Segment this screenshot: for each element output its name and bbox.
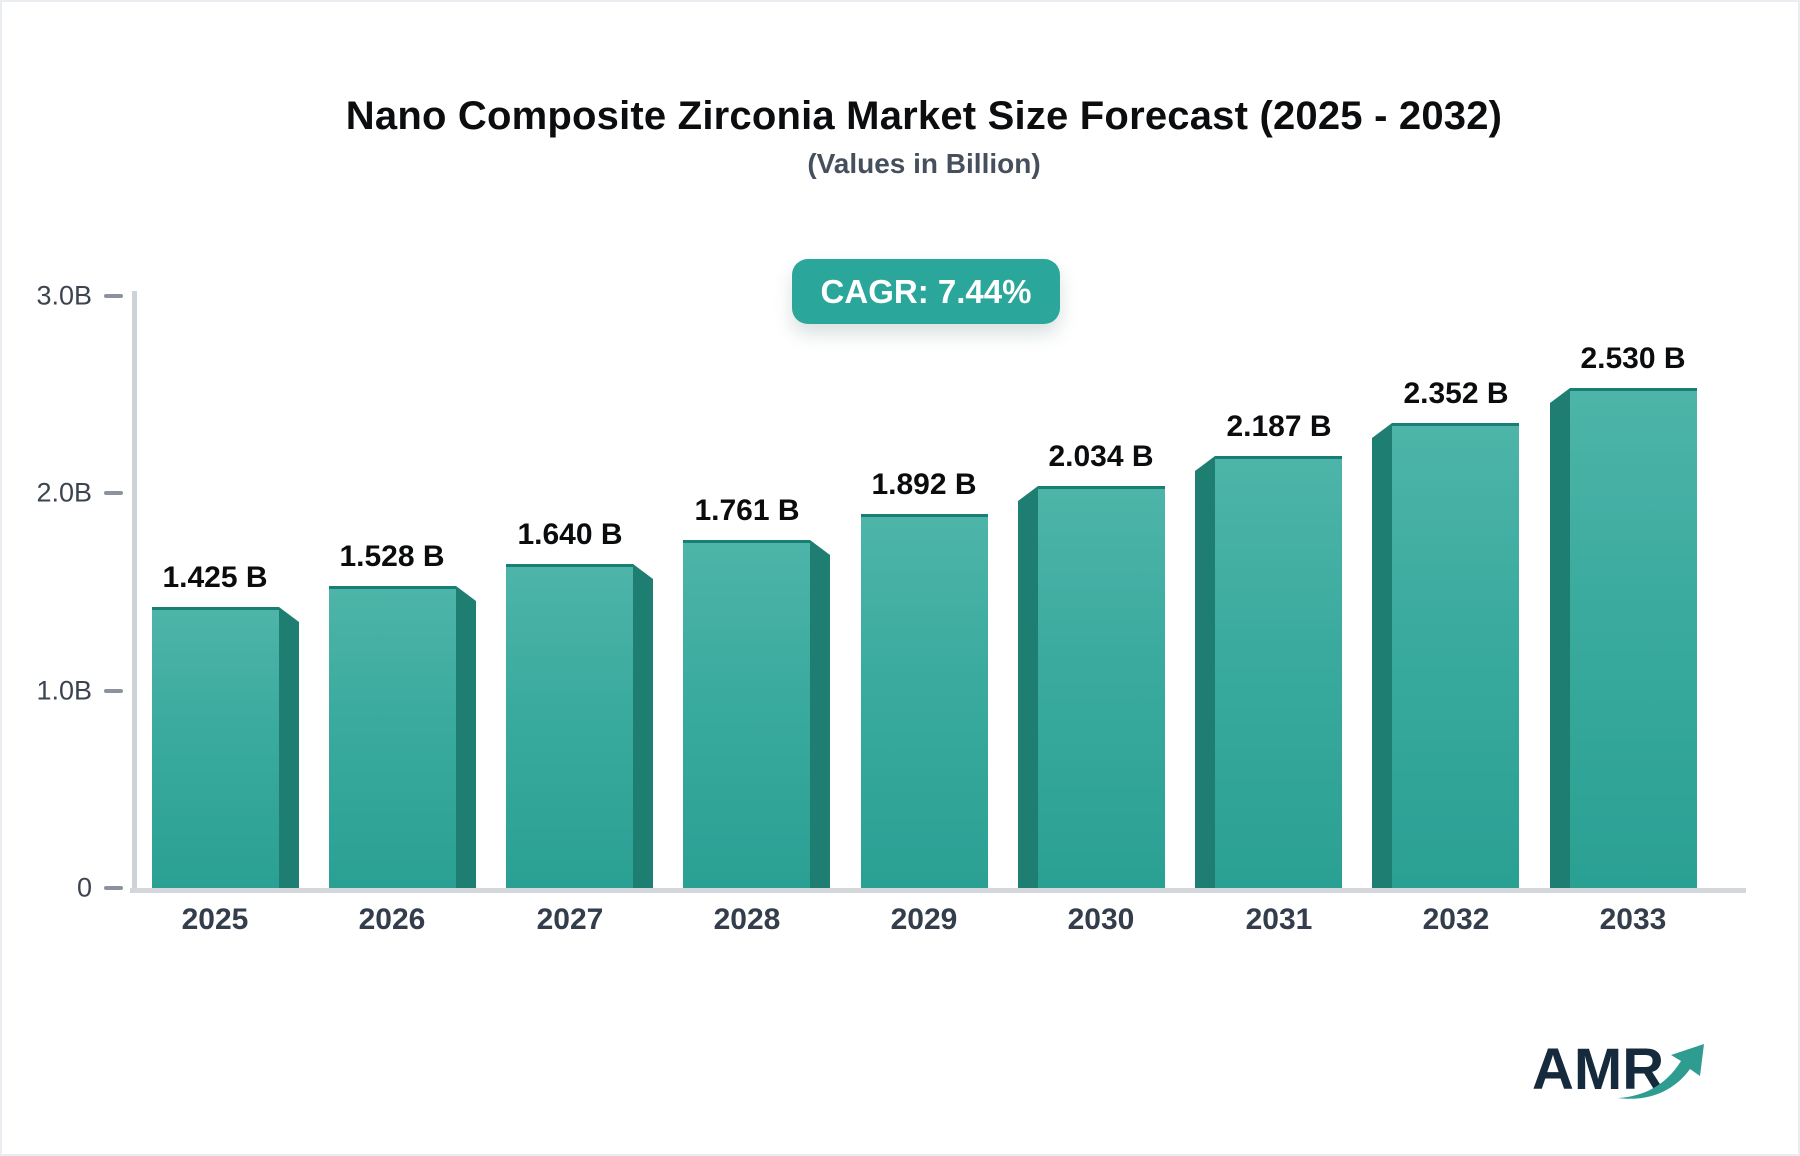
bar-value-label-2033: 2.530 B: [1580, 342, 1686, 375]
bar-2030: [1038, 486, 1165, 888]
bar-value-label-2030: 2.034 B: [1048, 440, 1154, 473]
bar-2030-side-face: [1018, 486, 1038, 888]
chart-title: Nano Composite Zirconia Market Size Fore…: [345, 94, 1503, 138]
bar-value-label-2028: 1.761 B: [694, 494, 800, 527]
y-tick-mark: [104, 491, 123, 495]
x-axis-line: [130, 888, 1746, 893]
bar-2026-side-face: [456, 586, 476, 888]
bar-2027: [506, 564, 633, 888]
x-axis-label-2027: 2027: [536, 903, 604, 936]
cagr-badge-label: CAGR: 7.44%: [820, 272, 1032, 310]
bar-2027-side-face: [633, 564, 653, 888]
bar-2025: [152, 607, 279, 888]
bar-2029: [861, 514, 988, 888]
x-axis-label-2033: 2033: [1599, 903, 1667, 936]
y-tick-label-1.0B: 1.0B: [36, 675, 92, 705]
y-tick-label-2.0B: 2.0B: [36, 477, 92, 508]
cagr-badge: CAGR: 7.44%: [792, 259, 1060, 324]
y-tick-mark: [104, 886, 123, 890]
bar-2028: [683, 540, 810, 888]
x-axis-label-2025: 2025: [181, 903, 249, 936]
y-tick-label-0: 0: [76, 872, 92, 903]
bar-2033-side-face: [1550, 388, 1570, 888]
bar-2032-side-face: [1372, 423, 1392, 888]
bar-value-label-2031: 2.187 B: [1226, 410, 1332, 443]
x-axis-label-2031: 2031: [1245, 903, 1313, 936]
amr-logo-text: AMR: [1532, 1037, 1665, 1102]
amr-logo: AMR: [1532, 1038, 1722, 1108]
y-axis-line: [132, 291, 137, 890]
y-tick-mark: [104, 688, 123, 693]
x-axis-label-2030: 2030: [1067, 903, 1135, 936]
bar-2028-side-face: [810, 540, 830, 888]
growth-arrow-icon: [1618, 1044, 1704, 1099]
bar-2031-side-face: [1195, 456, 1215, 888]
chart-subtitle: (Values in Billion): [807, 148, 1041, 179]
bar-2033: [1570, 388, 1697, 888]
bar-2031: [1215, 456, 1342, 888]
bar-value-label-2025: 1.425 B: [162, 561, 268, 594]
bar-value-label-2032: 2.352 B: [1403, 377, 1509, 410]
x-axis-label-2028: 2028: [713, 903, 781, 936]
x-axis-label-2029: 2029: [890, 903, 958, 936]
bar-value-label-2026: 1.528 B: [339, 540, 445, 573]
bar-value-label-2027: 1.640 B: [517, 518, 623, 551]
x-axis-label-2032: 2032: [1422, 903, 1490, 936]
bar-2025-side-face: [279, 607, 299, 888]
y-tick-label-3.0B: 3.0B: [36, 280, 92, 310]
bar-2032: [1392, 423, 1519, 888]
bar-2026: [329, 586, 456, 888]
x-axis-label-2026: 2026: [358, 903, 426, 936]
y-tick-mark: [104, 293, 123, 298]
bar-value-label-2029: 1.892 B: [871, 468, 977, 501]
